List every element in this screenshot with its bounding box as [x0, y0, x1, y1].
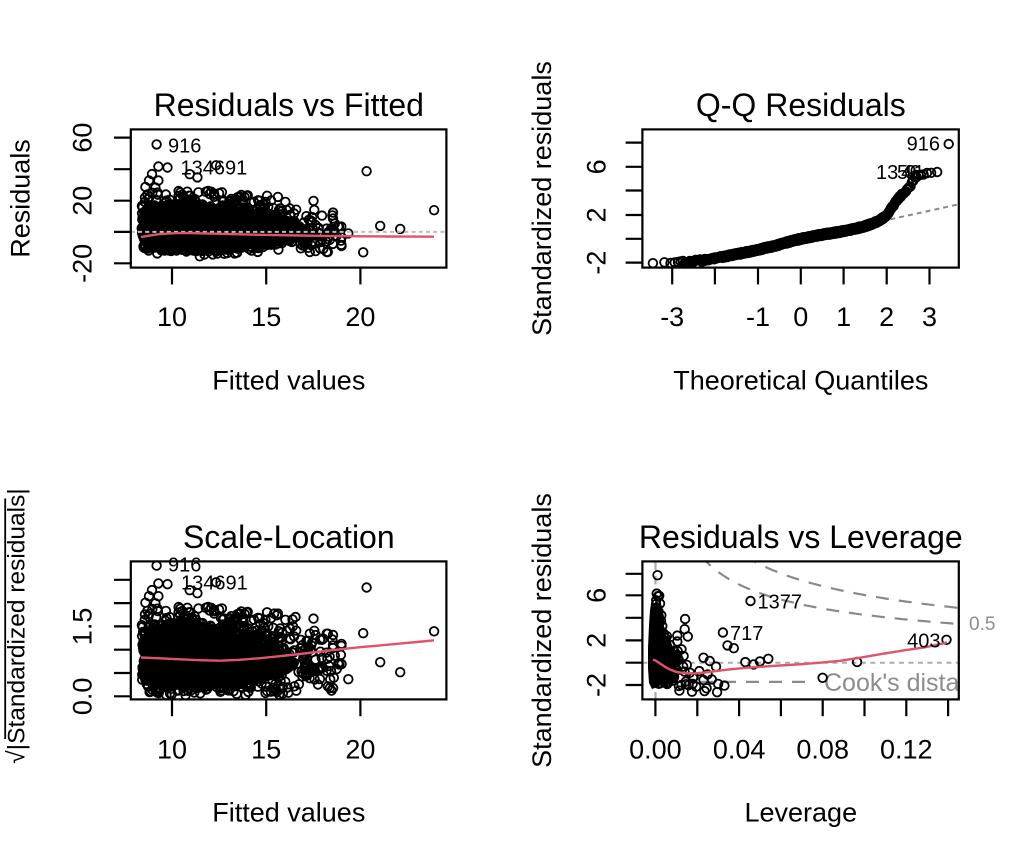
svg-text:0.08: 0.08	[796, 735, 849, 765]
svg-text:6: 6	[581, 159, 611, 174]
svg-text:-20: -20	[68, 244, 98, 283]
svg-text:Residuals vs Leverage: Residuals vs Leverage	[639, 519, 963, 555]
svg-text:1: 1	[836, 302, 851, 332]
svg-text:0.04: 0.04	[713, 735, 766, 765]
svg-text:916: 916	[168, 135, 201, 157]
svg-text:Residuals vs Fitted: Residuals vs Fitted	[154, 87, 424, 123]
svg-text:403: 403	[907, 631, 940, 653]
svg-text:134691: 134691	[181, 573, 248, 595]
svg-text:0.0: 0.0	[68, 678, 98, 716]
svg-text:0.12: 0.12	[880, 735, 933, 765]
svg-text:2: 2	[581, 207, 611, 222]
svg-text:Scale-Location: Scale-Location	[183, 519, 395, 555]
svg-text:0.5: 0.5	[969, 614, 995, 635]
svg-text:916: 916	[168, 555, 201, 577]
svg-text:3: 3	[922, 302, 937, 332]
svg-text:Cook's distance: Cook's distance	[824, 669, 1000, 697]
svg-text:2: 2	[879, 302, 894, 332]
svg-text:0.00: 0.00	[629, 735, 682, 765]
svg-text:10: 10	[157, 735, 187, 765]
svg-text:20: 20	[345, 735, 375, 765]
svg-text:Standardized residuals: Standardized residuals	[527, 61, 557, 336]
svg-text:10: 10	[157, 302, 187, 332]
svg-text:13: 13	[876, 162, 898, 184]
svg-text:Residuals: Residuals	[6, 139, 36, 258]
svg-text:15: 15	[251, 735, 281, 765]
svg-text:916: 916	[907, 133, 940, 155]
svg-text:60: 60	[68, 123, 98, 153]
svg-text:Theoretical Quantiles: Theoretical Quantiles	[673, 366, 928, 396]
svg-text:Fitted values: Fitted values	[212, 366, 365, 396]
svg-text:-1: -1	[746, 302, 770, 332]
svg-text:1.5: 1.5	[68, 608, 98, 646]
svg-text:Fitted values: Fitted values	[212, 798, 365, 828]
svg-text:2: 2	[581, 633, 611, 648]
svg-text:Q-Q Residuals: Q-Q Residuals	[696, 87, 906, 123]
svg-text:Standardized residuals: Standardized residuals	[527, 493, 557, 768]
svg-text:√|Standardized residuals|: √|Standardized residuals|	[4, 488, 31, 763]
svg-text:20: 20	[345, 302, 375, 332]
svg-text:Leverage: Leverage	[745, 798, 858, 828]
svg-text:-2: -2	[581, 251, 611, 275]
svg-text:15: 15	[251, 302, 281, 332]
svg-text:717: 717	[730, 623, 763, 645]
svg-text:134691: 134691	[181, 158, 248, 180]
svg-text:20: 20	[68, 186, 98, 216]
svg-text:1377: 1377	[758, 592, 803, 614]
svg-text:-3: -3	[660, 302, 684, 332]
svg-text:6: 6	[581, 588, 611, 603]
svg-text:0: 0	[793, 302, 808, 332]
svg-text:-2: -2	[581, 673, 611, 697]
